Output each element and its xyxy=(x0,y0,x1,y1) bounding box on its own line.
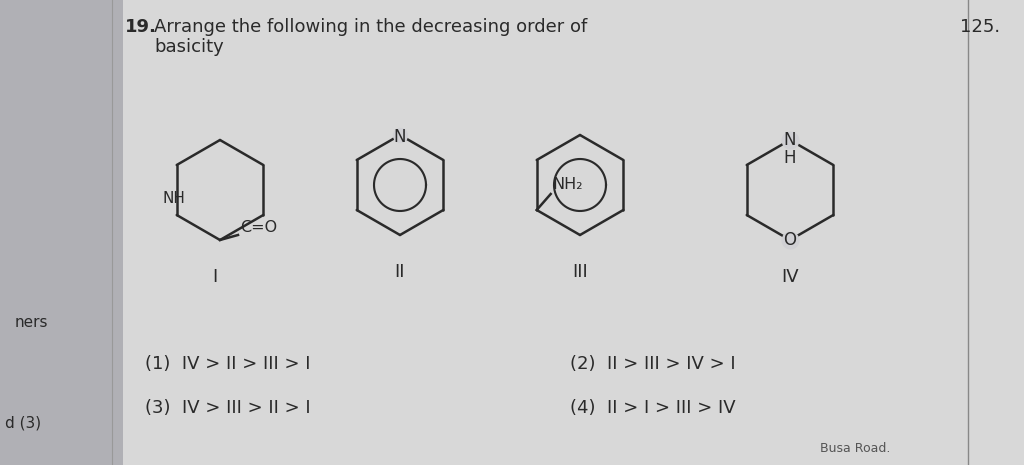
Text: (1)  IV > II > III > I: (1) IV > II > III > I xyxy=(145,355,310,373)
Text: d (3): d (3) xyxy=(5,415,41,430)
Text: NH₂: NH₂ xyxy=(553,177,584,192)
Text: I: I xyxy=(212,268,218,286)
Text: ners: ners xyxy=(15,315,48,330)
Text: basicity: basicity xyxy=(154,38,224,56)
Text: 125.: 125. xyxy=(959,18,1000,36)
Text: (4)  II > I > III > IV: (4) II > I > III > IV xyxy=(570,399,735,417)
Text: O: O xyxy=(783,231,797,249)
Text: II: II xyxy=(394,263,406,281)
Text: H: H xyxy=(783,149,797,167)
Text: (3)  IV > III > II > I: (3) IV > III > II > I xyxy=(145,399,310,417)
Text: C=O: C=O xyxy=(240,219,278,234)
Bar xyxy=(123,0,1024,465)
Text: 19.: 19. xyxy=(125,18,157,36)
Text: Arrange the following in the decreasing order of: Arrange the following in the decreasing … xyxy=(154,18,587,36)
Text: NH: NH xyxy=(162,191,185,206)
Text: N: N xyxy=(783,131,797,149)
Text: (2)  II > III > IV > I: (2) II > III > IV > I xyxy=(570,355,735,373)
Bar xyxy=(0,0,123,465)
Text: Busa Road.: Busa Road. xyxy=(820,442,891,455)
Text: N: N xyxy=(394,128,407,146)
Text: III: III xyxy=(572,263,588,281)
Text: IV: IV xyxy=(781,268,799,286)
